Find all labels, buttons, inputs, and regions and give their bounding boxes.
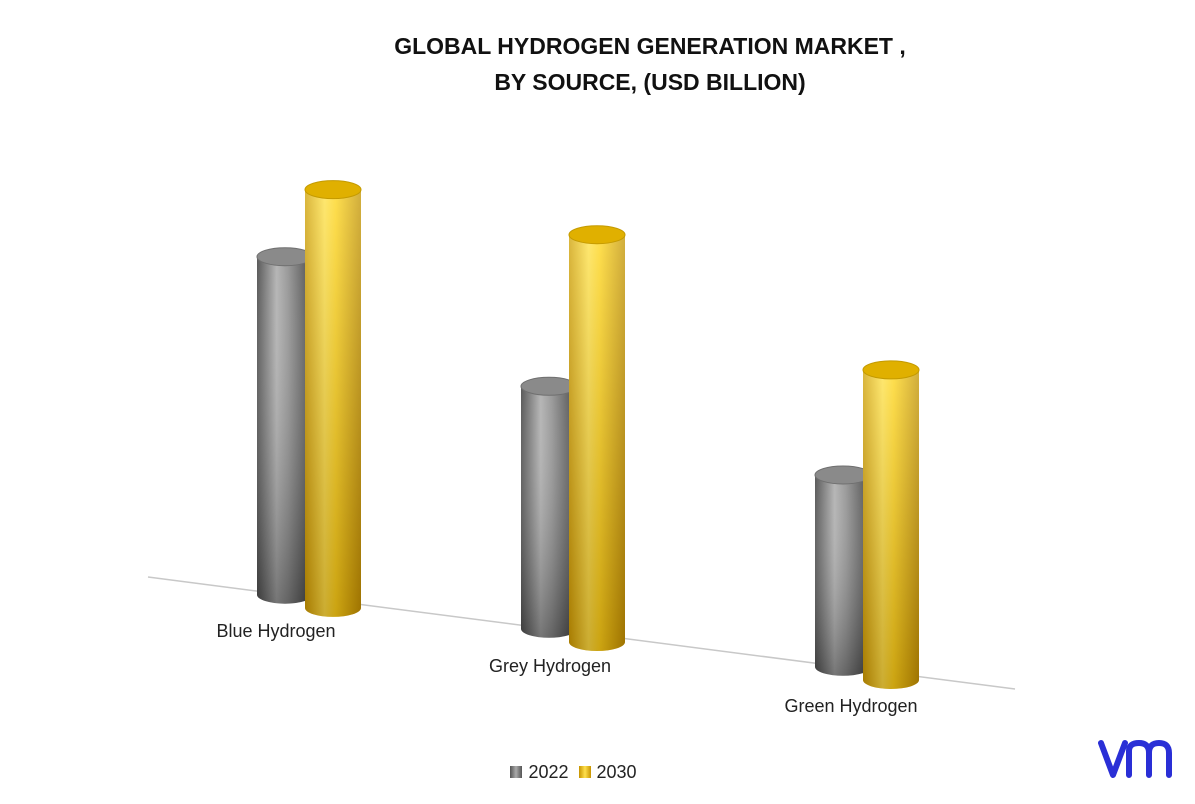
legend-swatch-2022: [510, 766, 523, 778]
legend-swatch-2030: [578, 766, 591, 778]
vmr-logo: [1098, 740, 1172, 778]
category-label-green-hydrogen: Green Hydrogen: [784, 696, 917, 716]
legend: 2022 2030: [0, 757, 1195, 787]
bar-shade: [305, 189, 361, 617]
bar-2022-green-hydrogen[interactable]: [814, 465, 872, 676]
chart-title-line1: GLOBAL HYDROGEN GENERATION MARKET ,: [394, 33, 906, 59]
bar-top: [520, 376, 578, 396]
bar-top: [256, 247, 314, 267]
bar-shade: [815, 474, 871, 676]
vmr-logo-icon: [1098, 740, 1172, 778]
bar-top: [862, 360, 920, 380]
bar-top: [304, 180, 362, 200]
bar-2030-grey-hydrogen[interactable]: [568, 225, 626, 652]
category-label-grey-hydrogen: Grey Hydrogen: [489, 656, 611, 676]
bar-shade: [569, 234, 625, 652]
legend-label-2022: 2022: [528, 761, 569, 782]
legend-item-2030[interactable]: 2030: [578, 761, 637, 783]
chart-title: GLOBAL HYDROGEN GENERATION MARKET , BY S…: [250, 28, 1050, 100]
bar-2030-green-hydrogen[interactable]: [862, 360, 920, 689]
bar-2030-blue-hydrogen[interactable]: [304, 180, 362, 617]
bars: [256, 180, 920, 689]
legend-item-2022[interactable]: 2022: [510, 761, 569, 783]
bar-shade: [521, 386, 577, 638]
legend-label-2030: 2030: [596, 761, 637, 782]
bar-shade: [863, 369, 919, 689]
chart-subtitle: BY SOURCE, (USD BILLION): [494, 69, 806, 95]
bar-2022-blue-hydrogen[interactable]: [256, 247, 314, 604]
category-labels: Blue Hydrogen Grey Hydrogen Green Hydrogen: [216, 621, 917, 716]
bar-2022-grey-hydrogen[interactable]: [520, 376, 578, 638]
bar-top: [568, 225, 626, 245]
bar-shade: [257, 256, 313, 604]
bar-top: [814, 465, 872, 485]
category-label-blue-hydrogen: Blue Hydrogen: [216, 621, 335, 641]
